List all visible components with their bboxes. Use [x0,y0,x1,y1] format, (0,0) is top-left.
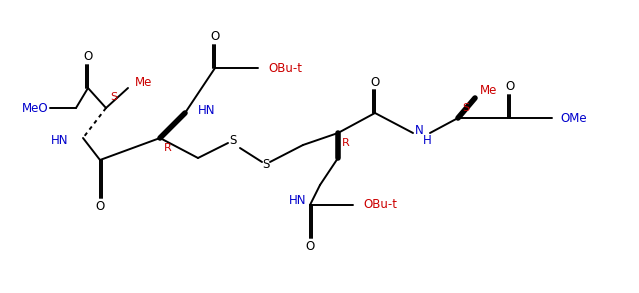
Text: Me: Me [480,84,497,96]
Text: MeO: MeO [22,101,49,115]
Text: HN: HN [288,193,306,207]
Text: S: S [263,159,270,171]
Text: S: S [110,92,117,102]
Text: HN: HN [198,105,215,117]
Text: O: O [95,200,105,214]
Text: N: N [415,124,424,137]
Text: H: H [423,134,432,146]
Text: OBu-t: OBu-t [363,198,397,212]
Text: O: O [305,241,314,253]
Text: S: S [229,134,236,146]
Text: R: R [164,143,172,153]
Text: HN: HN [50,134,68,146]
Text: OBu-t: OBu-t [268,62,302,74]
Text: R: R [342,138,350,148]
Text: O: O [83,50,93,64]
Text: OMe: OMe [560,112,587,125]
Text: O: O [505,81,514,93]
Text: O: O [210,30,220,43]
Text: O: O [371,76,380,88]
Text: S: S [462,103,469,113]
Text: Me: Me [135,76,152,89]
